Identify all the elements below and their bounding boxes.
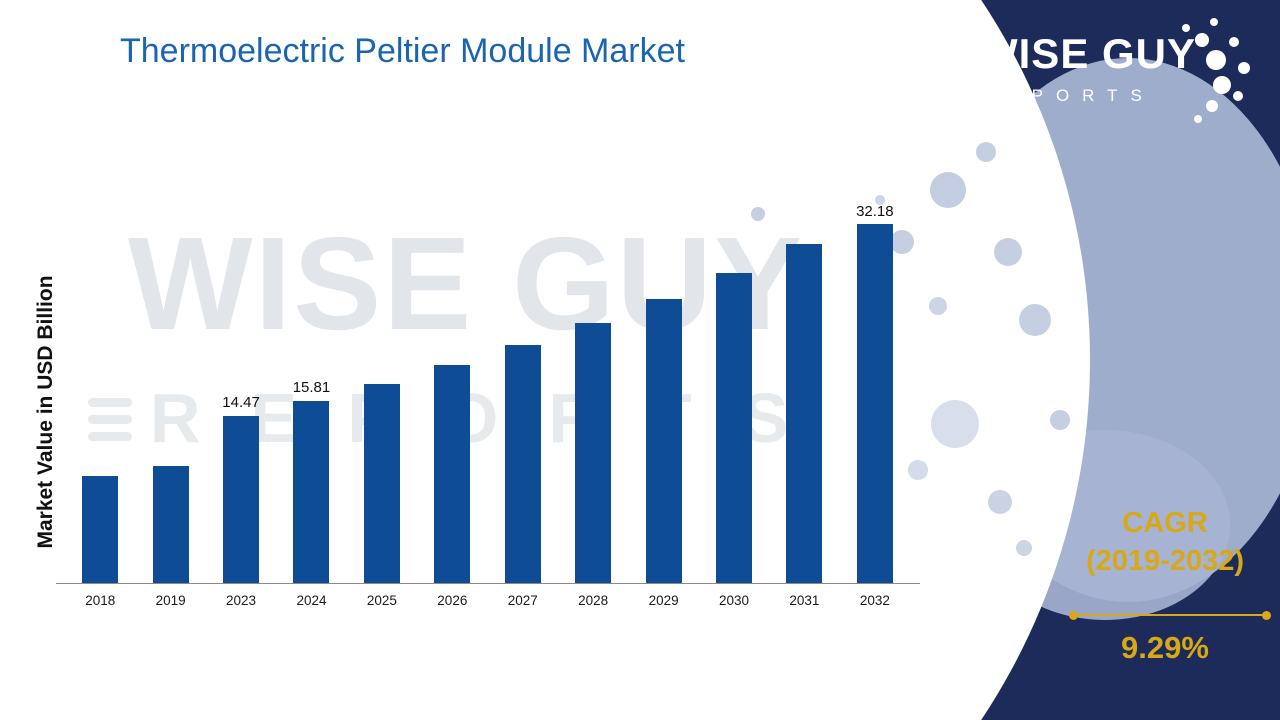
chart-plot-area: 14.47 15.81 32.18 xyxy=(65,203,910,583)
x-tick-label: 2026 xyxy=(437,593,468,608)
bar xyxy=(645,299,682,583)
bar xyxy=(575,323,612,583)
bar xyxy=(82,476,119,583)
bar-column xyxy=(417,203,487,583)
bar xyxy=(434,365,471,583)
bar-value-label: 15.81 xyxy=(292,378,331,396)
bar xyxy=(716,272,752,583)
x-axis-line xyxy=(56,583,920,584)
bar-column: 32.18 xyxy=(840,203,910,583)
bar xyxy=(152,466,189,583)
x-tick-label: 2028 xyxy=(578,593,609,608)
bar-column xyxy=(558,203,628,583)
x-tick-label: 2030 xyxy=(718,593,750,608)
x-tick-label: 2024 xyxy=(296,593,327,608)
cagr-block: CAGR (2019-2032) xyxy=(1058,505,1272,580)
cagr-value: 9.29% xyxy=(1121,630,1209,665)
x-tick-label: 2029 xyxy=(648,593,679,608)
bar xyxy=(363,384,400,583)
logo: WISE GUY REPORTS xyxy=(978,30,1196,106)
x-tick-label: 2018 xyxy=(85,593,116,608)
white-circle-backdrop xyxy=(0,0,1090,720)
bar-column xyxy=(628,203,698,583)
bar xyxy=(856,224,893,583)
bar-column xyxy=(135,203,205,583)
logo-reports-label: REPORTS xyxy=(982,86,1155,105)
x-tick-label: 2023 xyxy=(226,593,257,608)
x-tick-label: 2027 xyxy=(507,593,538,608)
bars: 14.47 15.81 32.18 xyxy=(65,203,910,583)
bar xyxy=(223,416,260,583)
bar-column: 14.47 xyxy=(206,203,276,583)
bar-column xyxy=(65,203,135,583)
logo-name: WISE GUY xyxy=(978,30,1197,77)
y-axis-label: Market Value in USD Billion xyxy=(34,275,57,549)
bar-column xyxy=(769,203,839,583)
x-tick-label: 2019 xyxy=(155,593,186,608)
bar-column xyxy=(699,203,769,583)
bar-column xyxy=(488,203,558,583)
bar-value-label: 32.18 xyxy=(856,203,894,220)
cagr-label: CAGR xyxy=(1122,507,1208,539)
cagr-range: (2019-2032) xyxy=(1086,544,1244,577)
cagr-divider-line xyxy=(1069,610,1271,620)
bar-value-label: 14.47 xyxy=(222,394,260,412)
x-tick-label: 2025 xyxy=(366,593,397,608)
x-tick-label: 2032 xyxy=(859,593,890,608)
bar-column xyxy=(347,203,417,583)
watermark-name: WISE GUY xyxy=(128,210,805,357)
bar xyxy=(504,345,541,583)
x-tick-label: 2031 xyxy=(789,593,820,608)
x-axis-labels: 2018 2019 2023 2024 2025 2026 2027 2028 2029 2030… xyxy=(65,593,910,608)
bar xyxy=(786,243,823,583)
watermark-waves-icon xyxy=(88,398,132,449)
page-title: Thermoelectric Peltier Module Market xyxy=(120,32,685,70)
bar-column: 15.81 xyxy=(276,203,346,583)
bar xyxy=(293,400,330,583)
